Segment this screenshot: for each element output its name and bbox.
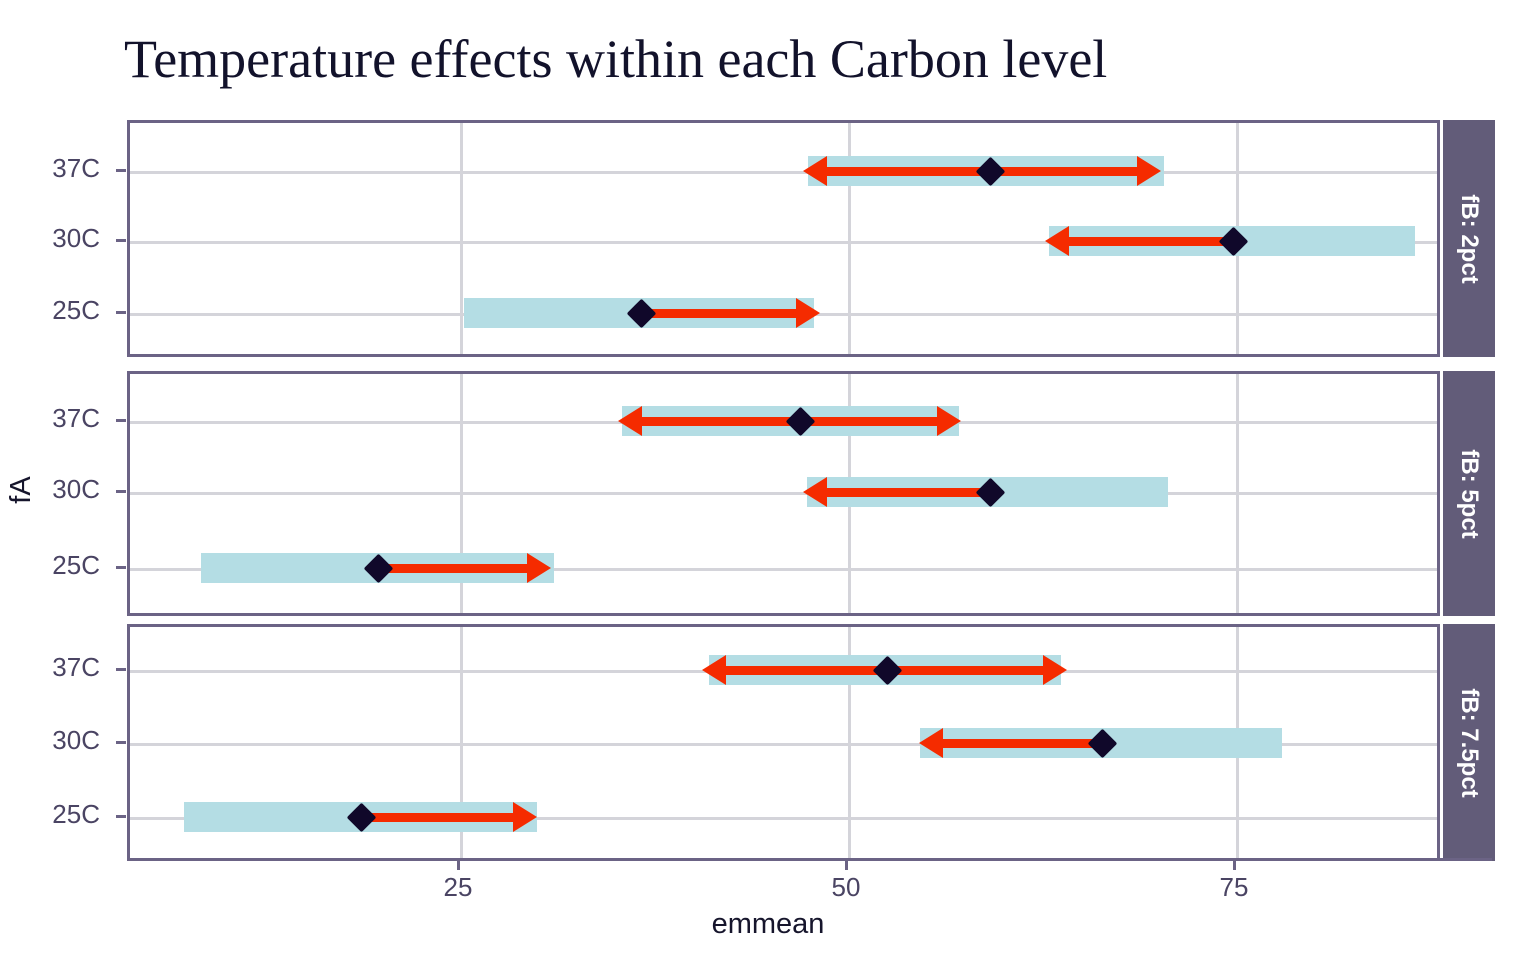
x-tick-label-25: 25 <box>443 872 473 902</box>
y-tick-label-25C: 25C <box>52 550 100 580</box>
comparison-arrow-head-right <box>527 553 552 583</box>
y-tick-label-25C: 25C <box>52 295 100 325</box>
y-tick-mark <box>116 169 126 172</box>
gridline-horizontal <box>130 743 1437 746</box>
facet-panel-2 <box>127 371 1440 616</box>
y-axis-title: fA <box>5 476 38 504</box>
y-tick-label-37C: 37C <box>52 403 100 433</box>
page-title: Temperature effects within each Carbon l… <box>124 29 1108 89</box>
gridline-vertical <box>848 627 851 858</box>
y-tick-mark <box>116 311 126 314</box>
comparison-arrow-head-right <box>937 406 962 436</box>
comparison-arrow-shaft <box>826 488 990 497</box>
y-tick-mark <box>116 668 126 671</box>
x-tick-label-75: 75 <box>1219 872 1249 902</box>
y-tick-mark <box>116 815 126 818</box>
gridline-vertical <box>460 374 463 613</box>
facet-panel-1 <box>127 120 1440 357</box>
comparison-arrow-shaft <box>378 564 528 573</box>
comparison-arrow-head-left <box>802 156 827 186</box>
facet-strip-1: fB: 2pct <box>1443 120 1495 357</box>
comparison-arrow-head-left <box>1044 226 1069 256</box>
gridline-horizontal <box>130 241 1437 244</box>
y-tick-mark <box>116 419 126 422</box>
y-tick-label-37C: 37C <box>52 153 100 183</box>
gridline-vertical <box>460 123 463 354</box>
facet-strip-label: fB: 5pct <box>1456 448 1483 539</box>
comparison-arrow-head-left <box>802 477 827 507</box>
y-tick-label-30C: 30C <box>52 725 100 755</box>
facet-strip-3: fB: 7.5pct <box>1443 624 1495 861</box>
comparison-arrow-shaft <box>361 813 514 822</box>
comparison-arrow-head-left <box>919 728 944 758</box>
gridline-horizontal <box>130 568 1437 571</box>
gridline-vertical <box>460 627 463 858</box>
y-tick-label-37C: 37C <box>52 652 100 682</box>
x-axis-title: emmean <box>711 908 825 940</box>
gridline-vertical <box>1236 374 1239 613</box>
comparison-arrow-shaft <box>640 309 796 318</box>
comparison-arrow-head-left <box>701 655 726 685</box>
gridline-vertical <box>848 123 851 354</box>
comparison-arrow-head-right <box>795 298 820 328</box>
x-tick-mark <box>457 860 460 870</box>
gridline-horizontal <box>130 492 1437 495</box>
x-tick-mark <box>845 860 848 870</box>
facet-strip-label: fB: 7.5pct <box>1456 687 1483 798</box>
x-tick-mark <box>1233 860 1236 870</box>
y-tick-mark <box>116 741 126 744</box>
y-tick-mark <box>116 566 126 569</box>
comparison-arrow-head-right <box>1137 156 1162 186</box>
facet-panel-3 <box>127 624 1440 861</box>
y-tick-mark <box>116 490 126 493</box>
comparison-arrow-head-right <box>1042 655 1067 685</box>
y-tick-label-25C: 25C <box>52 799 100 829</box>
comparison-arrow-shaft <box>1068 237 1234 246</box>
comparison-arrow-shaft <box>943 739 1102 748</box>
y-tick-label-30C: 30C <box>52 223 100 253</box>
facet-strip-2: fB: 5pct <box>1443 371 1495 616</box>
y-tick-mark <box>116 239 126 242</box>
comparison-arrow-head-right <box>513 802 538 832</box>
gridline-horizontal <box>130 817 1437 820</box>
comparison-arrow-head-left <box>618 406 643 436</box>
y-tick-label-30C: 30C <box>52 474 100 504</box>
gridline-horizontal <box>130 171 1437 174</box>
facet-strip-label: fB: 2pct <box>1456 193 1483 284</box>
x-tick-label-50: 50 <box>831 872 861 902</box>
x-axis-line <box>127 858 1492 861</box>
